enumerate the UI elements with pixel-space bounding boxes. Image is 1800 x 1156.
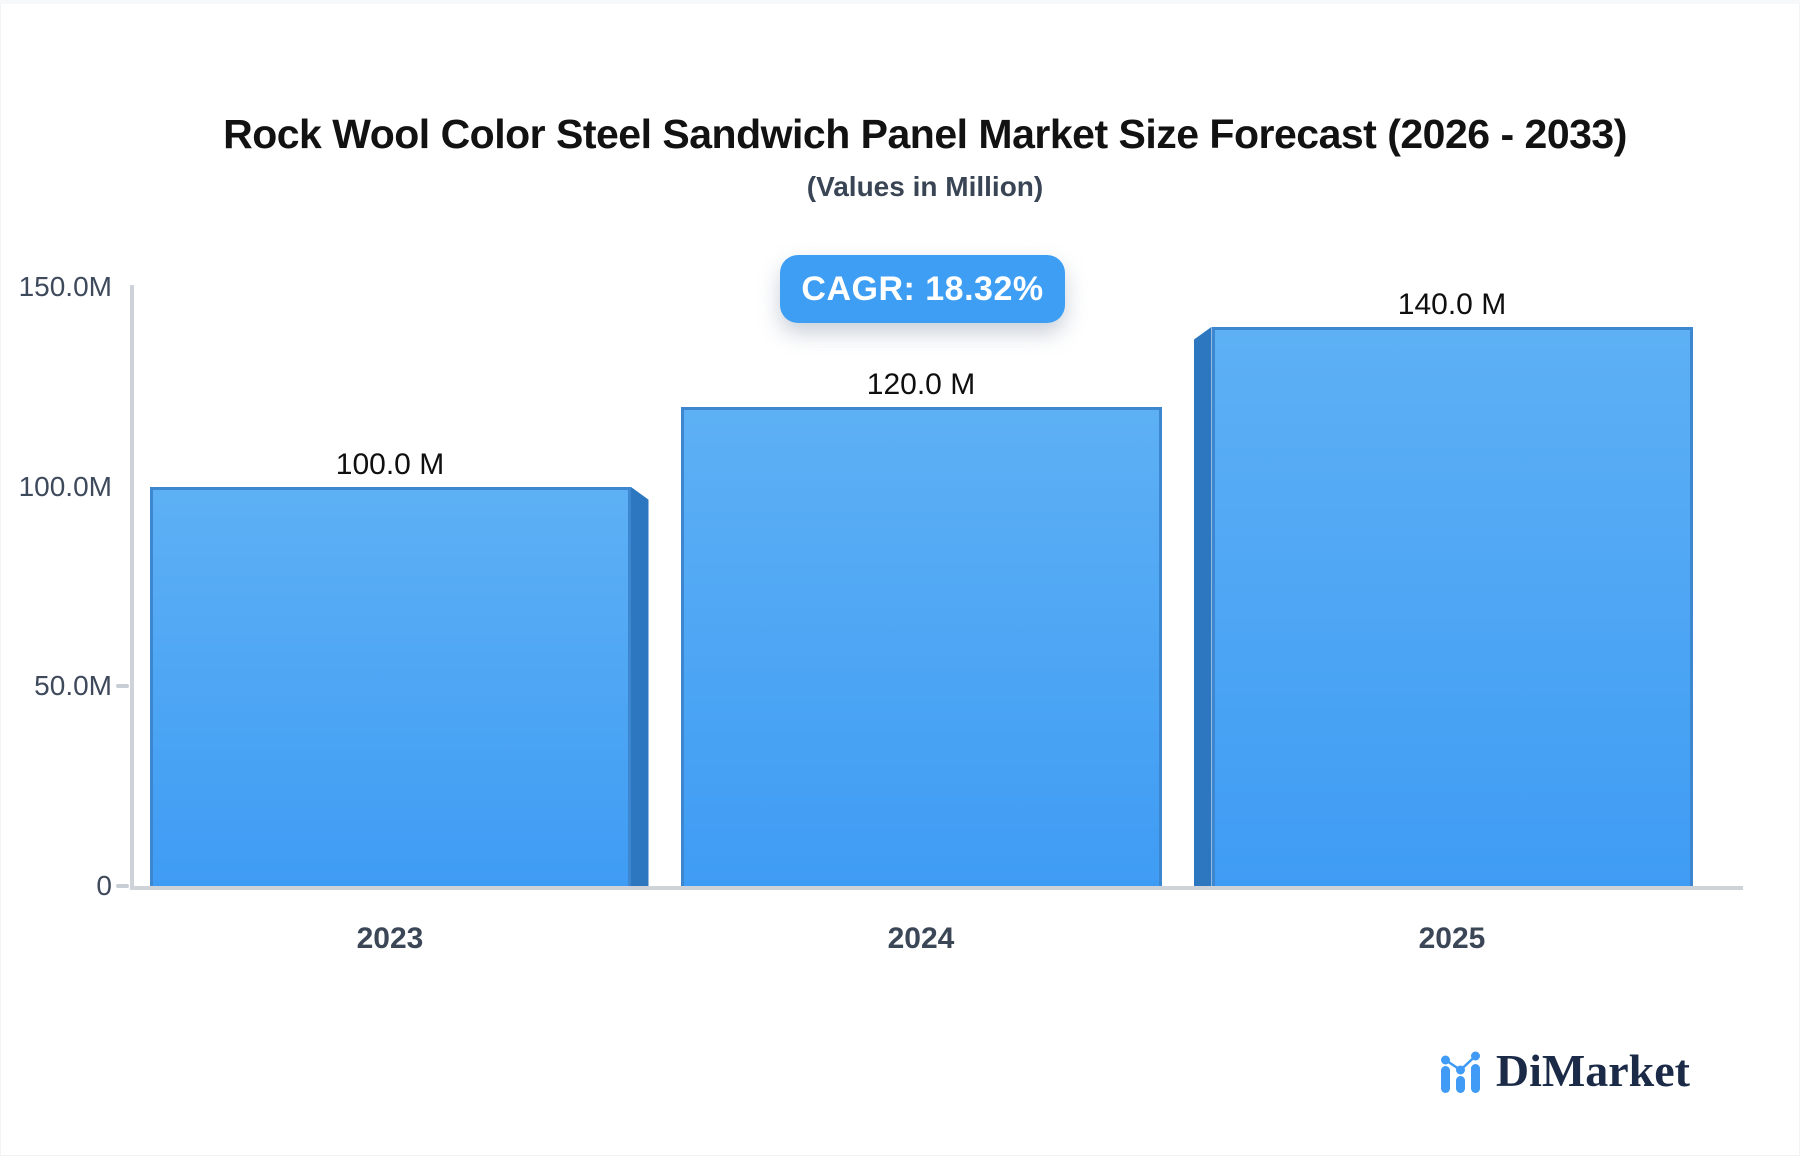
y-axis-tick-label: 50.0M — [34, 670, 112, 702]
top-strip — [0, 0, 1800, 4]
chart-title: Rock Wool Color Steel Sandwich Panel Mar… — [223, 111, 1627, 157]
bar-2023[interactable] — [149, 486, 631, 886]
x-axis-label: 2023 — [356, 922, 424, 955]
bar-3d-side — [630, 486, 649, 886]
chart-subtitle: (Values in Million) — [806, 171, 1044, 202]
dimarket-watermark: DiMarket — [1440, 1048, 1690, 1094]
y-axis-tick-label: 100.0M — [18, 470, 112, 502]
bar-2025[interactable] — [1211, 326, 1693, 886]
axis-tick-mark — [116, 884, 129, 888]
bar-value-label: 100.0 M — [335, 447, 445, 481]
dimarket-logo-icon — [1440, 1051, 1480, 1093]
bar-3d-side — [1193, 326, 1212, 886]
x-axis-baseline — [130, 886, 1743, 890]
x-axis-label: 2025 — [1418, 922, 1486, 955]
x-axis-label: 2024 — [887, 922, 955, 955]
y-axis-tick-label: 150.0M — [18, 271, 112, 302]
dimarket-brand-text: DiMarket — [1495, 1045, 1690, 1096]
bar-2024[interactable] — [680, 406, 1162, 886]
axis-tick-mark — [116, 684, 129, 689]
cagr-badge: CAGR: 18.32% — [780, 255, 1065, 323]
y-axis-tick-label: 0 — [96, 870, 112, 901]
bar-value-label: 140.0 M — [1397, 287, 1507, 321]
y-axis-line — [130, 285, 134, 886]
bar-value-label: 120.0 M — [866, 367, 976, 401]
